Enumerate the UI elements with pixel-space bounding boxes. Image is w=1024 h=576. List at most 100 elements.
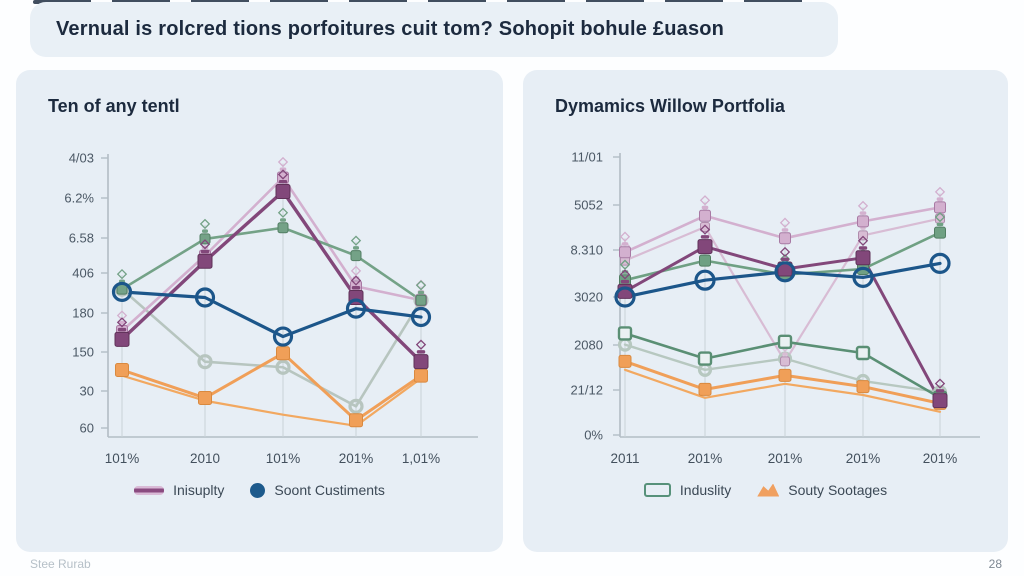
marker-cap — [781, 228, 789, 232]
x-tick-label: 201% — [846, 451, 881, 466]
square-marker — [198, 390, 212, 405]
ring-marker — [111, 281, 133, 303]
marker-cap — [859, 211, 867, 215]
marker-cap — [418, 290, 424, 295]
right-chart-title: Dymamics Willow Portfolia — [555, 96, 785, 116]
marker-cap — [620, 279, 630, 284]
marker-cap — [782, 352, 788, 356]
marker-cap — [202, 229, 208, 233]
marker-diamond — [277, 207, 289, 218]
ring-marker — [852, 266, 874, 288]
ring-marker — [348, 398, 364, 414]
marker-diamond — [857, 200, 869, 212]
marker-cap — [353, 246, 359, 250]
marker-diamond — [934, 211, 946, 223]
capped-square-marker — [855, 250, 871, 266]
marker-diamond — [619, 231, 631, 242]
marker-diamond — [350, 265, 362, 277]
y-tick-label: 6.58 — [69, 231, 94, 246]
mound-orange-legend-swatch — [757, 483, 780, 497]
marker-diamond — [277, 169, 289, 180]
series-line — [623, 368, 942, 413]
capped-square-marker — [858, 230, 868, 241]
x-tick-label: 2011 — [610, 451, 639, 466]
marker-cap — [200, 249, 210, 254]
marker-diamond — [779, 253, 791, 265]
y-tick-label: 3020 — [574, 290, 603, 305]
marker-cap — [780, 257, 790, 261]
ring-marker — [194, 287, 216, 308]
marker-cap — [416, 350, 426, 354]
capped-square-marker — [413, 354, 429, 370]
series-line — [120, 189, 423, 364]
marker-cap — [936, 222, 944, 227]
ring-marker — [614, 286, 636, 308]
capped-square-marker — [114, 331, 130, 347]
square-outline-marker — [617, 326, 633, 341]
marker-cap — [700, 235, 710, 239]
y-tick-label: 2080 — [574, 338, 603, 353]
square-marker — [618, 354, 632, 368]
ring-marker — [272, 326, 294, 347]
left-line-chart: 4/03 6.2% 6.58 406 180 150 30 60 101% 2010 101% 201… — [64, 151, 478, 466]
legend-item: Soont Custiments — [250, 482, 385, 498]
square-marker — [276, 346, 290, 361]
x-tick-label: 1,01% — [402, 451, 440, 466]
marker-diamond — [779, 246, 791, 258]
marker-cap — [280, 218, 286, 222]
marker-diamond — [199, 218, 211, 230]
y-tick-label: 60 — [80, 421, 94, 436]
capped-square-marker — [197, 253, 213, 269]
marker-diamond — [116, 317, 128, 328]
ring-marker — [929, 252, 951, 275]
capped-square-marker — [619, 246, 631, 259]
capped-square-marker — [932, 393, 948, 409]
marker-cap — [935, 389, 945, 393]
marker-diamond — [116, 310, 128, 321]
marker-diamond — [415, 280, 427, 291]
circle-navy-legend-swatch — [250, 482, 266, 498]
marker-diamond — [350, 275, 362, 286]
page-number: 28 — [988, 557, 1002, 571]
capped-square-marker — [199, 233, 211, 245]
legend-item: Induslity — [643, 482, 731, 498]
y-tick-label: 6.2% — [64, 191, 94, 206]
marker-diamond — [277, 156, 289, 168]
bar-pink-legend-swatch — [134, 485, 165, 495]
legend-label: Souty Sootages — [788, 482, 888, 498]
marker-cap — [701, 205, 709, 210]
capped-square-marker — [779, 232, 791, 245]
legend-label: Inisuplty — [173, 482, 225, 498]
marker-diamond — [116, 268, 128, 280]
square-marker — [856, 380, 870, 394]
left-chart-legend: Inisuplty Soont Custiments — [16, 482, 503, 498]
marker-cap — [936, 197, 944, 201]
marker-diamond — [350, 235, 362, 246]
series-line — [120, 374, 423, 427]
capped-square-marker — [275, 183, 291, 199]
x-tick-label: 201% — [768, 451, 803, 466]
marker-cap — [118, 320, 126, 325]
right-line-chart: 11/01 5052 8.310 3020 2080 21/12 0% 2011 201% 201… — [570, 150, 980, 466]
marker-diamond — [934, 186, 946, 198]
marker-cap — [278, 179, 288, 184]
x-tick-label: 101% — [266, 451, 301, 466]
square-marker — [698, 382, 712, 396]
x-tick-label: 201% — [923, 451, 958, 466]
x-tick-label: 201% — [339, 451, 374, 466]
ring-marker — [774, 261, 796, 283]
ring-marker — [410, 306, 432, 328]
x-tick-label: 101% — [105, 451, 140, 466]
left-chart-title: Ten of any tentl — [48, 96, 180, 116]
capped-square-marker — [699, 209, 711, 222]
marker-diamond — [699, 195, 711, 206]
marker-diamond — [415, 339, 427, 350]
chart-panel-left: Ten of any tentl 4/03 6.2% 6.58 406 180 150 30… — [16, 70, 503, 552]
marker-diamond — [619, 259, 631, 270]
capped-square-marker — [350, 250, 362, 262]
legend-item: Inisuplty — [134, 482, 224, 498]
square-marker — [115, 363, 129, 378]
series-line — [120, 290, 423, 339]
title-card: Vernual is rolcred tions porfoitures cui… — [30, 2, 838, 57]
